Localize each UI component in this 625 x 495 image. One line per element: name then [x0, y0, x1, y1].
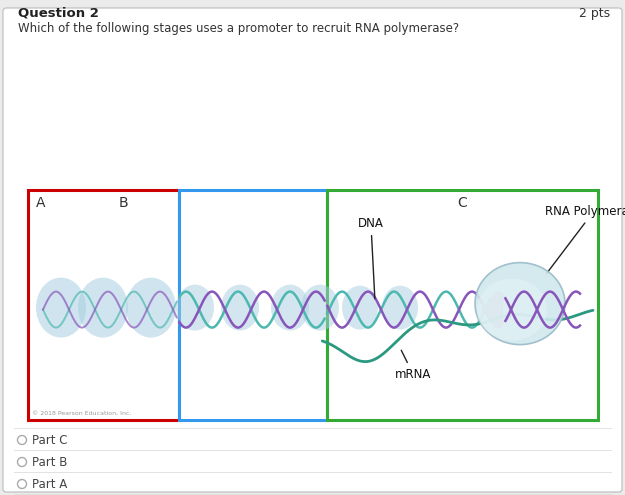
Text: 2 pts: 2 pts [579, 7, 610, 20]
Ellipse shape [78, 278, 128, 338]
Text: Which of the following stages uses a promoter to recruit RNA polymerase?: Which of the following stages uses a pro… [18, 22, 459, 35]
Ellipse shape [126, 278, 176, 338]
Ellipse shape [342, 286, 378, 330]
Ellipse shape [382, 286, 418, 330]
Ellipse shape [271, 285, 309, 331]
Text: A: A [36, 196, 46, 210]
Bar [328, 190, 598, 420]
Text: Part C: Part C [32, 434, 68, 446]
Ellipse shape [176, 285, 214, 331]
Ellipse shape [477, 279, 547, 341]
Bar [28, 190, 179, 420]
Text: C: C [458, 196, 468, 210]
Text: Part B: Part B [32, 455, 68, 468]
Ellipse shape [475, 263, 565, 345]
Text: RNA Polymerase: RNA Polymerase [545, 205, 625, 273]
Text: © 2018 Pearson Education, Inc.: © 2018 Pearson Education, Inc. [32, 411, 131, 416]
Ellipse shape [301, 285, 339, 331]
Ellipse shape [36, 278, 86, 338]
Text: mRNA: mRNA [395, 350, 431, 381]
Bar [179, 190, 328, 420]
Text: B: B [119, 196, 128, 210]
Ellipse shape [221, 285, 259, 331]
Text: DNA: DNA [358, 217, 384, 299]
FancyBboxPatch shape [3, 8, 622, 492]
Text: Question 2: Question 2 [18, 7, 99, 20]
Text: Part A: Part A [32, 478, 68, 491]
